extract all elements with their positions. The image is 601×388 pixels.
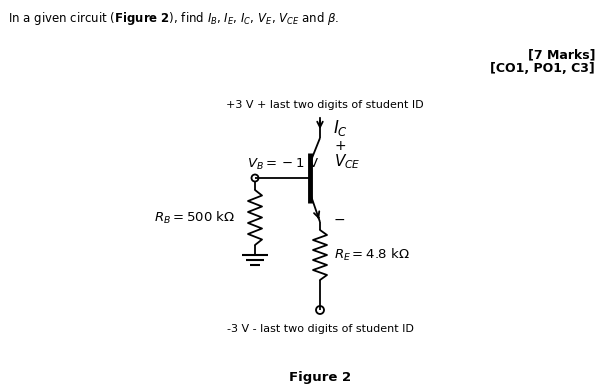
Text: +3 V + last two digits of student ID: +3 V + last two digits of student ID: [226, 100, 424, 110]
Text: $V_B = -1\ \mathrm{V}$: $V_B = -1\ \mathrm{V}$: [247, 156, 319, 171]
Text: In a given circuit ($\bf{Figure\ 2}$), find $I_B$, $I_E$, $I_C$, $V_E$, $V_{CE}$: In a given circuit ($\bf{Figure\ 2}$), f…: [8, 10, 340, 27]
Text: $I_C$: $I_C$: [333, 118, 348, 138]
Text: $R_B = 500\ \mathrm{k\Omega}$: $R_B = 500\ \mathrm{k\Omega}$: [154, 210, 235, 225]
Text: [CO1, PO1, C3]: [CO1, PO1, C3]: [490, 62, 595, 75]
Text: [7 Marks]: [7 Marks]: [528, 48, 595, 61]
Text: −: −: [334, 213, 346, 227]
Text: -3 V - last two digits of student ID: -3 V - last two digits of student ID: [227, 324, 413, 334]
Text: Figure 2: Figure 2: [289, 371, 351, 385]
Text: +: +: [334, 139, 346, 153]
Text: $V_{CE}$: $V_{CE}$: [334, 152, 361, 171]
Text: $R_E = 4.8\ \mathrm{k\Omega}$: $R_E = 4.8\ \mathrm{k\Omega}$: [334, 247, 410, 263]
